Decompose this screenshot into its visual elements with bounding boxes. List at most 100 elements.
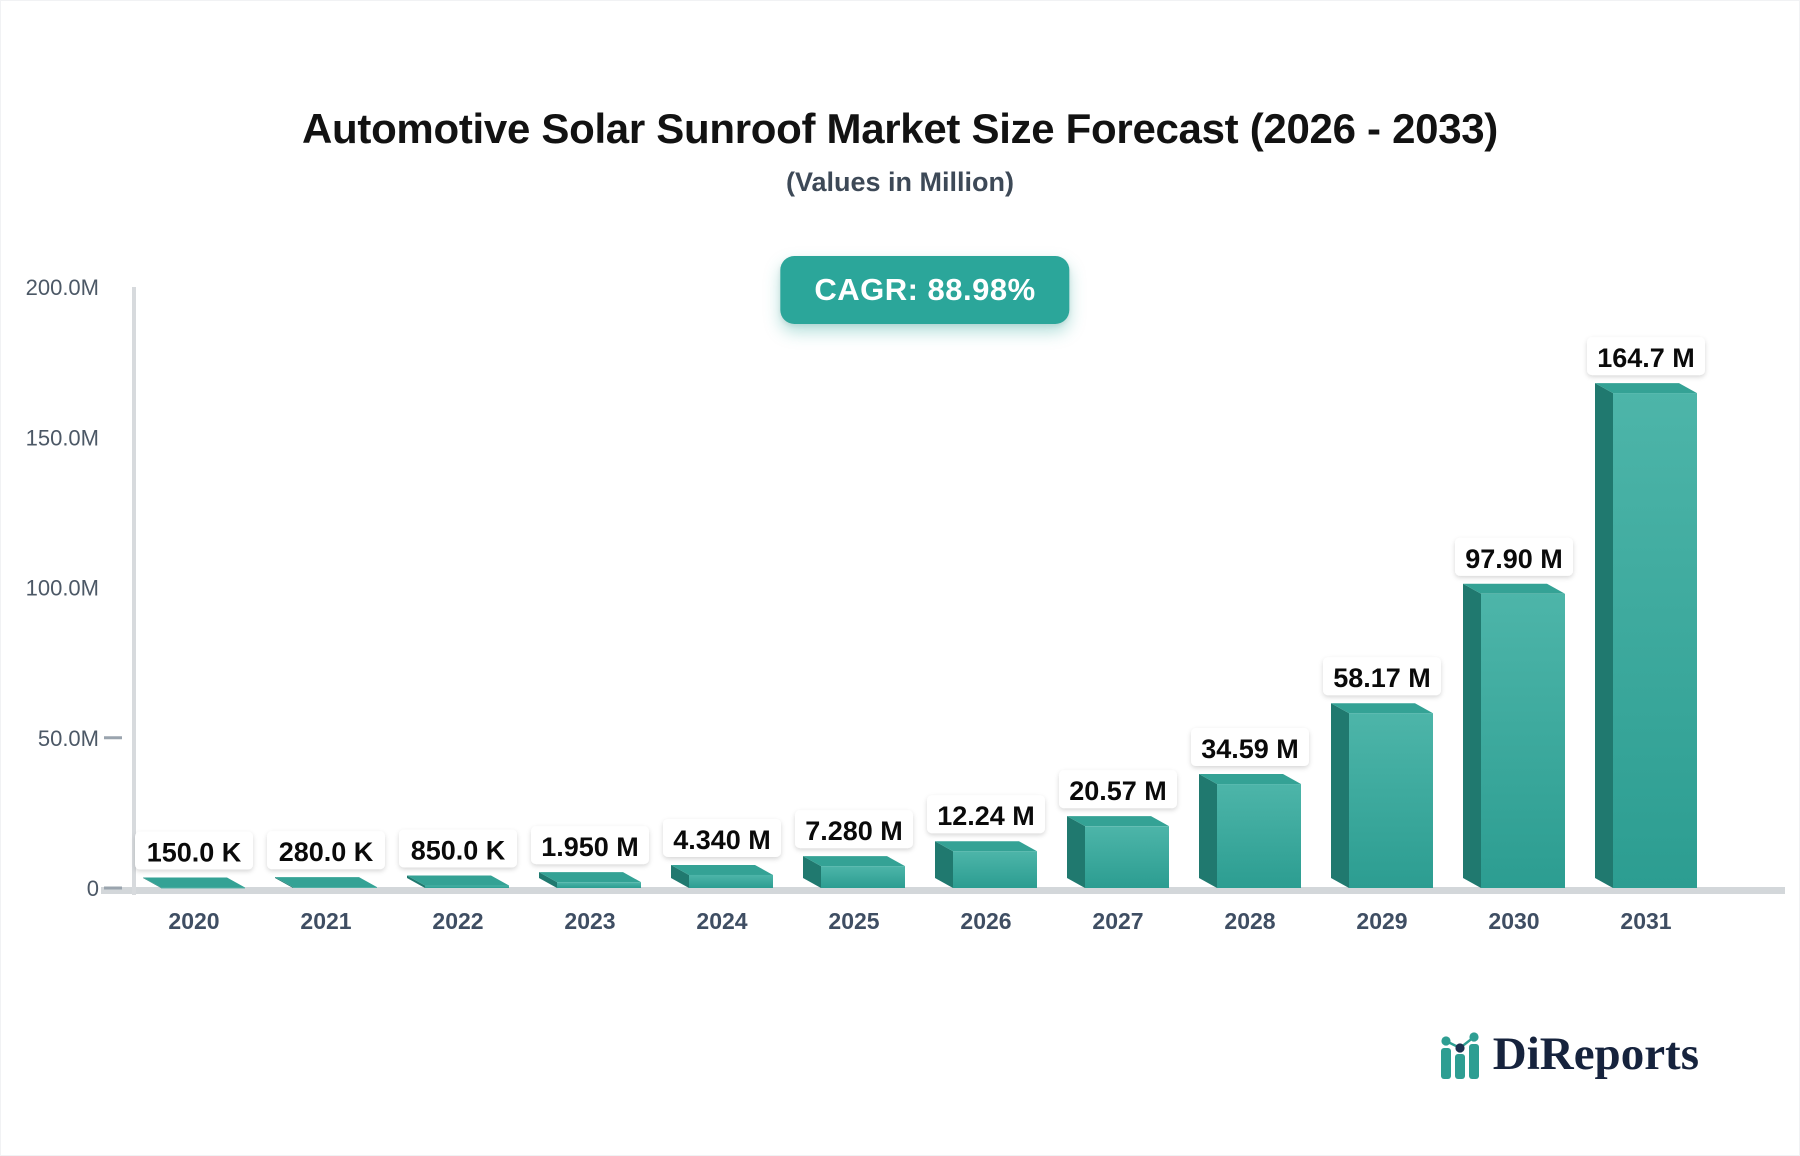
bar-side-face-2027 <box>1067 816 1085 888</box>
bar-value-label-2026: 12.24 M <box>937 801 1035 831</box>
bar-2024 <box>663 818 781 888</box>
bar-2026 <box>927 795 1045 888</box>
bar-front-face-2022 <box>425 885 509 888</box>
x-axis-baseline <box>101 887 1785 894</box>
value-chip-2030 <box>1455 537 1573 576</box>
bar-value-label-2031: 164.7 M <box>1597 343 1695 373</box>
bar-top-face-2027 <box>1067 816 1169 827</box>
bar-top-face-2029 <box>1331 703 1433 714</box>
bar-side-face-2020 <box>143 877 161 888</box>
chart-title: Automotive Solar Sunroof Market Size For… <box>302 105 1498 152</box>
bar-front-face-2025 <box>821 866 905 888</box>
bar-side-face-2025 <box>803 856 821 888</box>
bar-2020 <box>135 831 253 889</box>
x-axis-label-2023: 2023 <box>564 908 615 934</box>
bar-2030 <box>1455 537 1573 888</box>
chart-axes: 0 50.0M 100.0M 150.0M 200.0M <box>26 275 1785 901</box>
bar-side-face-2023 <box>539 872 557 888</box>
bar-front-face-2020 <box>161 887 245 889</box>
value-chip-2022 <box>399 829 517 868</box>
bar-top-face-2023 <box>539 872 641 883</box>
bar-2028 <box>1191 728 1309 888</box>
bar-2022 <box>399 829 517 888</box>
bar-front-face-2028 <box>1217 784 1301 888</box>
bar-side-face-2026 <box>935 841 953 888</box>
bar-value-label-2022: 850.0 K <box>411 835 506 865</box>
bar-side-face-2031 <box>1595 383 1613 888</box>
x-axis-label-2022: 2022 <box>432 908 483 934</box>
bar-side-face-2022 <box>407 875 425 888</box>
x-axis-label-2024: 2024 <box>696 908 747 934</box>
bar-value-label-2027: 20.57 M <box>1069 776 1167 806</box>
bar-value-label-2021: 280.0 K <box>279 837 374 867</box>
bar-2021 <box>267 831 385 888</box>
bar-value-label-2020: 150.0 K <box>147 838 242 868</box>
bar-front-face-2030 <box>1481 593 1565 888</box>
bar-top-face-2020 <box>143 877 245 888</box>
bar-front-face-2024 <box>689 874 773 888</box>
brand-logo: DiReports <box>1438 1027 1699 1081</box>
bar-top-face-2031 <box>1595 383 1697 394</box>
bar-top-face-2021 <box>275 877 377 888</box>
bar-front-face-2027 <box>1085 826 1169 888</box>
value-chip-2020 <box>135 831 253 870</box>
cagr-badge: CAGR: 88.98% <box>780 256 1070 324</box>
bar-front-face-2023 <box>557 882 641 888</box>
chart-subtitle: (Values in Million) <box>785 167 1015 197</box>
y-axis-label-100: 100.0M <box>26 576 99 601</box>
bar-value-label-2025: 7.280 M <box>805 816 903 846</box>
bar-side-face-2028 <box>1199 774 1217 888</box>
y-axis-label-50: 50.0M <box>38 726 99 751</box>
bar-side-face-2021 <box>275 877 293 888</box>
bar-top-face-2025 <box>803 856 905 867</box>
bar-2025 <box>795 810 913 888</box>
bar-2023 <box>531 826 649 888</box>
x-axis-label-2028: 2028 <box>1224 908 1275 934</box>
bar-front-face-2031 <box>1613 393 1697 888</box>
x-axis-label-2026: 2026 <box>960 908 1011 934</box>
x-axis-label-2020: 2020 <box>168 908 219 934</box>
bar-2029 <box>1323 657 1441 888</box>
value-chip-2025 <box>795 810 913 849</box>
x-axis-label-2021: 2021 <box>300 908 351 934</box>
direports-logo-icon <box>1440 1032 1479 1079</box>
value-chip-2029 <box>1323 657 1441 696</box>
chart-bars <box>135 337 1705 889</box>
bar-value-label-2030: 97.90 M <box>1465 544 1563 574</box>
bar-top-face-2026 <box>935 841 1037 852</box>
bar-value-label-2029: 58.17 M <box>1333 663 1431 693</box>
y-tick-dash-50 <box>104 736 122 740</box>
x-axis-label-2029: 2029 <box>1356 908 1407 934</box>
value-chip-2026 <box>927 795 1045 834</box>
bar-value-label-2028: 34.59 M <box>1201 734 1299 764</box>
bar-front-face-2026 <box>953 851 1037 888</box>
bar-2027 <box>1059 770 1177 888</box>
x-axis-label-2031: 2031 <box>1620 908 1671 934</box>
x-axis-label-2027: 2027 <box>1092 908 1143 934</box>
value-chip-2021 <box>267 831 385 870</box>
bar-top-face-2024 <box>671 864 773 875</box>
bar-front-face-2021 <box>293 887 377 888</box>
y-axis-label-200: 200.0M <box>26 275 99 300</box>
value-chip-2031 <box>1587 337 1705 376</box>
y-axis-label-0: 0 <box>87 876 99 901</box>
bar-value-label-2023: 1.950 M <box>541 832 639 862</box>
bar-side-face-2029 <box>1331 703 1349 888</box>
value-chip-2024 <box>663 818 781 857</box>
bar-side-face-2024 <box>671 864 689 888</box>
bar-top-face-2022 <box>407 875 509 886</box>
bar-side-face-2030 <box>1463 583 1481 888</box>
brand-name: DiReports <box>1492 1027 1699 1080</box>
bar-top-face-2030 <box>1463 583 1565 594</box>
value-chip-2027 <box>1059 770 1177 809</box>
chart-labels: 150.0 K 2020 280.0 K 2021 850.0 K 2022 1.950 M… <box>147 343 1695 934</box>
bar-front-face-2029 <box>1349 713 1433 888</box>
value-chip-2028 <box>1191 728 1309 767</box>
x-axis-label-2030: 2030 <box>1488 908 1539 934</box>
bar-value-label-2024: 4.340 M <box>673 825 771 855</box>
y-tick-dash-0 <box>104 886 122 890</box>
bar-top-face-2028 <box>1199 774 1301 785</box>
value-chip-2023 <box>531 826 649 865</box>
